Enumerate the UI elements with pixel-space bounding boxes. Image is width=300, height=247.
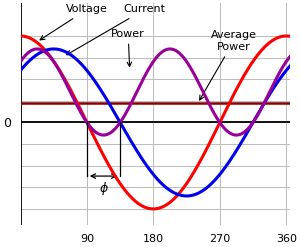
Text: $\phi$: $\phi$: [99, 180, 109, 197]
Text: Average
Power: Average Power: [200, 30, 257, 100]
Text: Current: Current: [67, 4, 166, 55]
Text: Power: Power: [111, 29, 145, 66]
Text: Voltage: Voltage: [40, 4, 108, 40]
